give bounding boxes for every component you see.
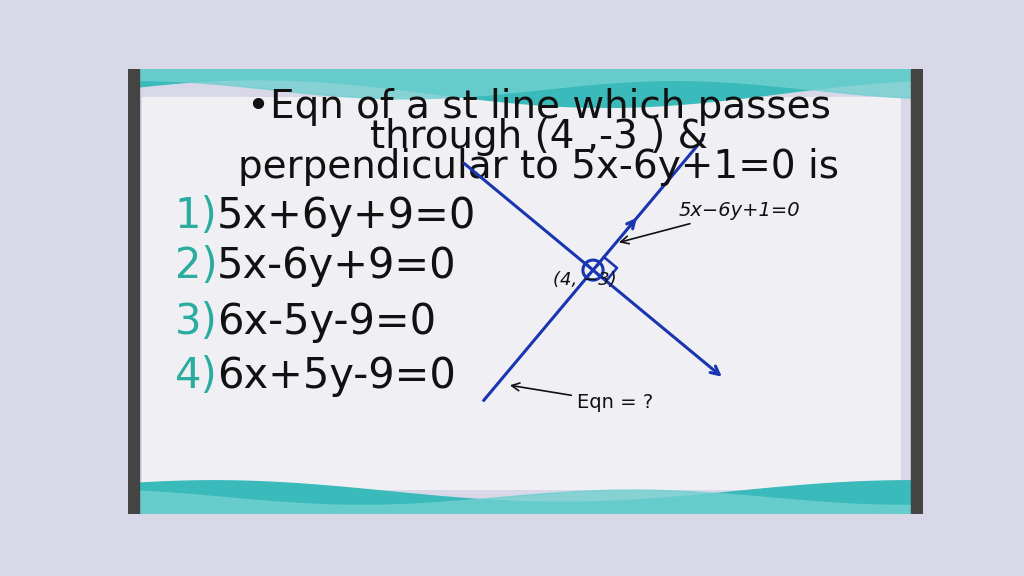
Text: perpendicular to 5x-6y+1=0 is: perpendicular to 5x-6y+1=0 is bbox=[239, 148, 840, 186]
Text: Eqn = ?: Eqn = ? bbox=[512, 383, 653, 412]
Text: 6x+5y-9=0: 6x+5y-9=0 bbox=[217, 355, 456, 397]
Text: 3): 3) bbox=[174, 301, 217, 343]
FancyBboxPatch shape bbox=[142, 97, 901, 490]
Text: (4, −3): (4, −3) bbox=[553, 271, 617, 289]
Text: 5x−6y+1=0: 5x−6y+1=0 bbox=[621, 201, 800, 244]
Text: •Eqn of a st line which passes: •Eqn of a st line which passes bbox=[247, 88, 830, 126]
Text: 1): 1) bbox=[174, 195, 217, 237]
Text: through (4 ,-3 ) &: through (4 ,-3 ) & bbox=[370, 118, 708, 156]
Text: 4): 4) bbox=[174, 355, 217, 397]
Text: 2): 2) bbox=[174, 245, 217, 287]
Text: 5x+6y+9=0: 5x+6y+9=0 bbox=[217, 195, 476, 237]
Text: 5x-6y+9=0: 5x-6y+9=0 bbox=[217, 245, 457, 287]
Text: 6x-5y-9=0: 6x-5y-9=0 bbox=[217, 301, 436, 343]
